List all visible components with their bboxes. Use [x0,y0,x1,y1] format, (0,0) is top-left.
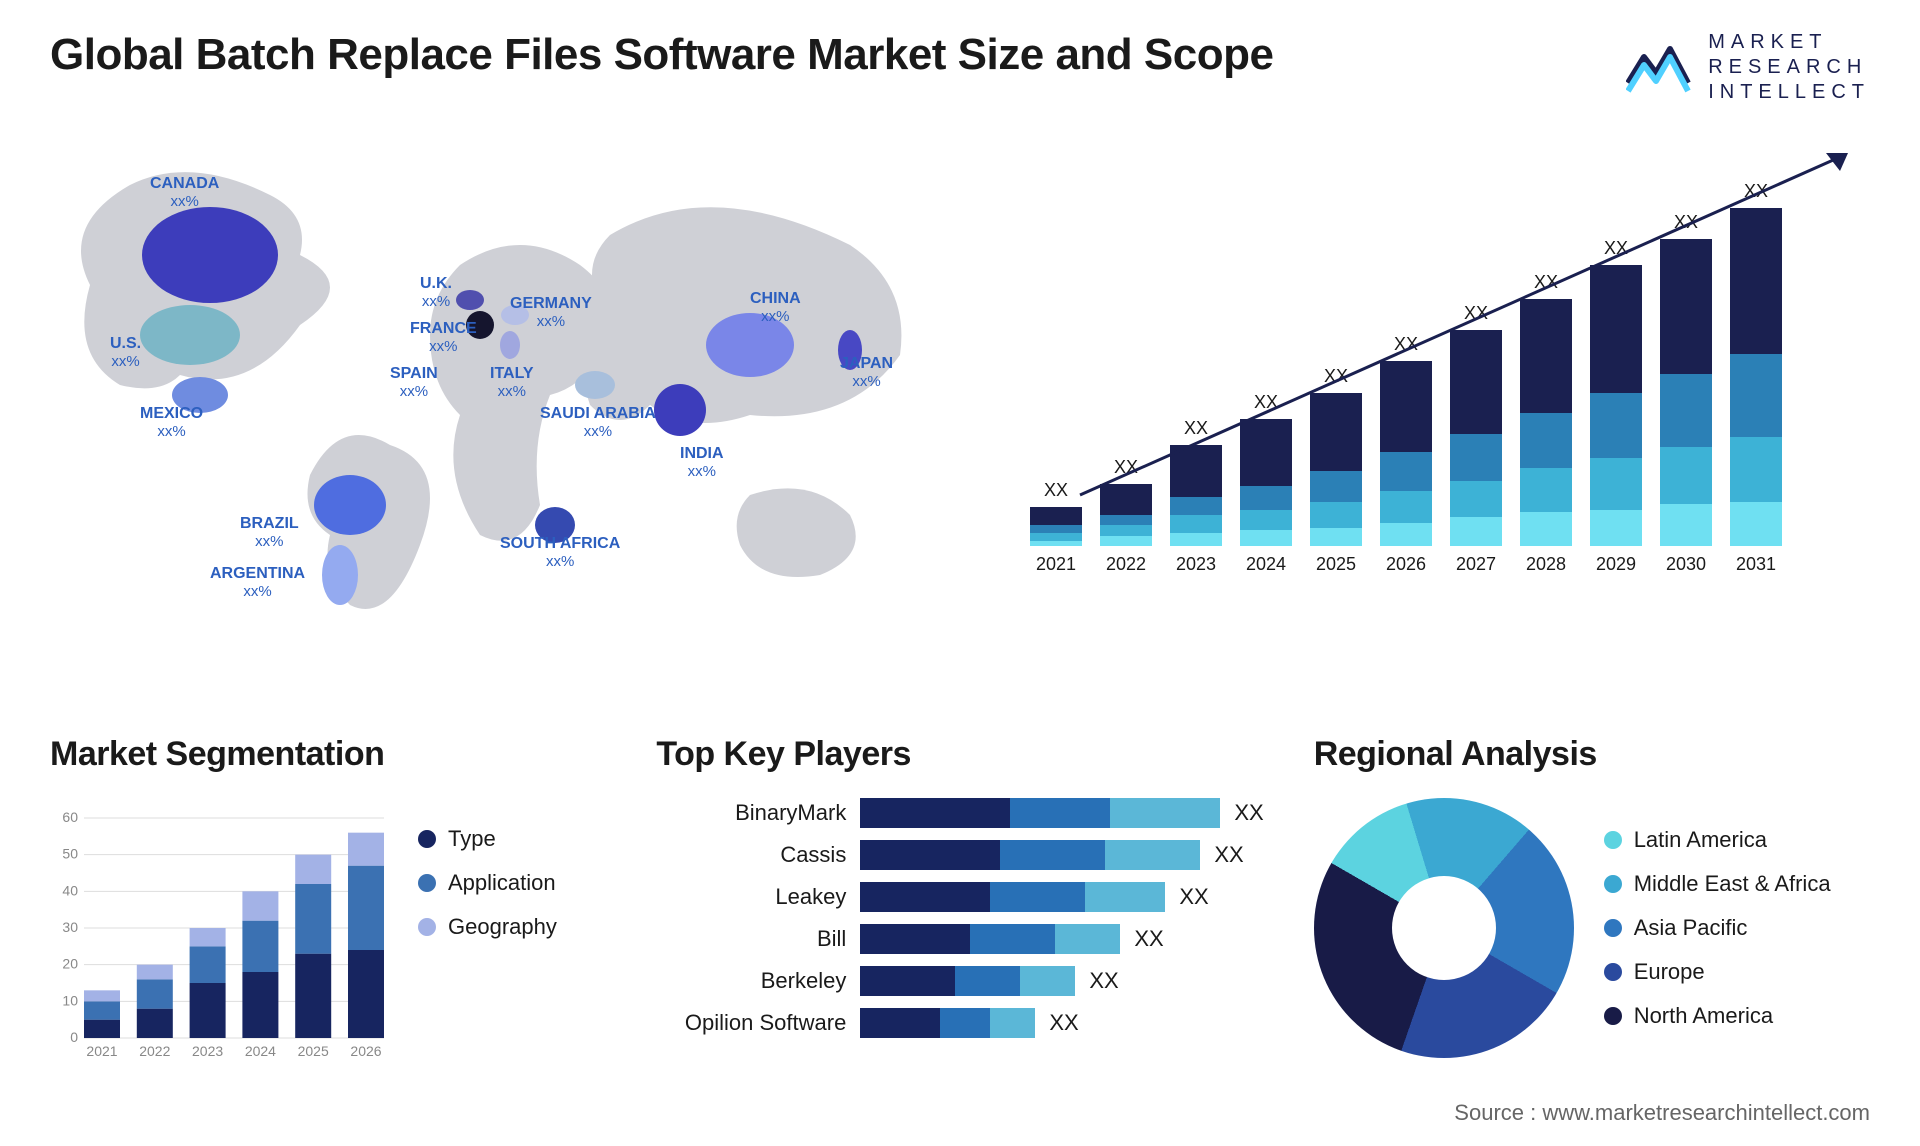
players-section: Top Key Players BinaryMarkXXCassisXXLeak… [656,735,1263,1078]
map-label-u-k-: U.K.xx% [420,275,452,311]
player-value: XX [1049,1010,1078,1036]
bar-year-label: 2026 [1386,554,1426,575]
segmentation-title: Market Segmentation [50,735,606,774]
svg-text:2026: 2026 [350,1043,381,1059]
market-size-chart: XX2021XX2022XX2023XX2024XX2025XX2026XX20… [1030,145,1870,685]
map-label-japan: JAPANxx% [840,355,893,391]
logo-icon [1626,43,1696,93]
regional-legend: Latin America Middle East & Africa Asia Pa… [1604,827,1831,1029]
players-chart: BinaryMarkXXCassisXXLeakeyXXBillXXBerkel… [656,798,1263,1038]
segmentation-chart: 0 10 20 30 40 50 60 2021 2022 2023 2024 2025 2026 [50,798,390,1078]
player-name: Leakey [656,884,846,910]
bar-year-label: 2031 [1736,554,1776,575]
svg-text:0: 0 [70,1029,78,1045]
svg-text:2023: 2023 [192,1043,223,1059]
map-label-italy: ITALYxx% [490,365,534,401]
bar-value-label: XX [1044,480,1068,501]
svg-text:2025: 2025 [298,1043,329,1059]
logo-line3: INTELLECT [1708,80,1870,105]
logo-line2: RESEARCH [1708,55,1870,80]
svg-text:20: 20 [62,956,78,972]
player-row: Bill XX [656,924,1263,954]
regional-donut [1314,798,1574,1058]
bar-year-label: 2030 [1666,554,1706,575]
svg-text:30: 30 [62,919,78,935]
svg-text:2022: 2022 [139,1043,170,1059]
page-title: Global Batch Replace Files Software Mark… [50,30,1273,80]
player-name: BinaryMark [656,800,846,826]
bar-year-label: 2027 [1456,554,1496,575]
bar-year-label: 2025 [1316,554,1356,575]
player-name: Bill [656,926,846,952]
map-label-china: CHINAxx% [750,290,801,326]
regional-section: Regional Analysis Latin America Middle Ea… [1314,735,1870,1078]
regional-legend-item: Middle East & Africa [1604,871,1831,897]
player-value: XX [1089,968,1118,994]
player-row: BinaryMark XX [656,798,1263,828]
regional-title: Regional Analysis [1314,735,1870,774]
player-row: Cassis XX [656,840,1263,870]
svg-text:50: 50 [62,846,78,862]
segmentation-section: Market Segmentation 0 10 20 30 40 50 60 2021 202… [50,735,606,1078]
seg-legend-item: Application [418,870,557,896]
bar-year-label: 2028 [1526,554,1566,575]
regional-legend-item: North America [1604,1003,1831,1029]
map-label-mexico: MEXICOxx% [140,405,203,441]
map-label-india: INDIAxx% [680,445,724,481]
player-value: XX [1134,926,1163,952]
map-label-spain: SPAINxx% [390,365,438,401]
svg-text:60: 60 [62,809,78,825]
player-row: Opilion Software XX [656,1008,1263,1038]
map-label-argentina: ARGENTINAxx% [210,565,305,601]
bar-year-label: 2021 [1036,554,1076,575]
map-label-brazil: BRAZILxx% [240,515,299,551]
player-name: Opilion Software [656,1010,846,1036]
map-label-u-s-: U.S.xx% [110,335,141,371]
segmentation-legend: Type Application Geography [418,798,557,940]
brand-logo: MARKET RESEARCH INTELLECT [1626,30,1870,105]
svg-text:2024: 2024 [245,1043,276,1059]
players-title: Top Key Players [656,735,1263,774]
seg-legend-item: Geography [418,914,557,940]
logo-line1: MARKET [1708,30,1870,55]
source-note: Source : www.marketresearchintellect.com [1454,1100,1870,1126]
map-label-saudi-arabia: SAUDI ARABIAxx% [540,405,656,441]
map-label-france: FRANCExx% [410,320,477,356]
trend-arrow [1070,145,1870,505]
regional-legend-item: Europe [1604,959,1831,985]
player-value: XX [1179,884,1208,910]
player-row: Berkeley XX [656,966,1263,996]
player-value: XX [1214,842,1243,868]
regional-legend-item: Latin America [1604,827,1831,853]
player-name: Cassis [656,842,846,868]
regional-legend-item: Asia Pacific [1604,915,1831,941]
player-row: Leakey XX [656,882,1263,912]
bar-year-label: 2029 [1596,554,1636,575]
svg-text:10: 10 [62,992,78,1008]
map-label-south-africa: SOUTH AFRICAxx% [500,535,620,571]
player-value: XX [1234,800,1263,826]
player-name: Berkeley [656,968,846,994]
svg-text:2021: 2021 [86,1043,117,1059]
bar-year-label: 2024 [1246,554,1286,575]
bar-year-label: 2023 [1176,554,1216,575]
map-label-canada: CANADAxx% [150,175,219,211]
svg-text:40: 40 [62,882,78,898]
bar-year-label: 2022 [1106,554,1146,575]
map-label-germany: GERMANYxx% [510,295,592,331]
seg-legend-item: Type [418,826,557,852]
world-map: CANADAxx% U.S.xx% MEXICOxx% BRAZILxx% ARGENT… [50,145,970,685]
